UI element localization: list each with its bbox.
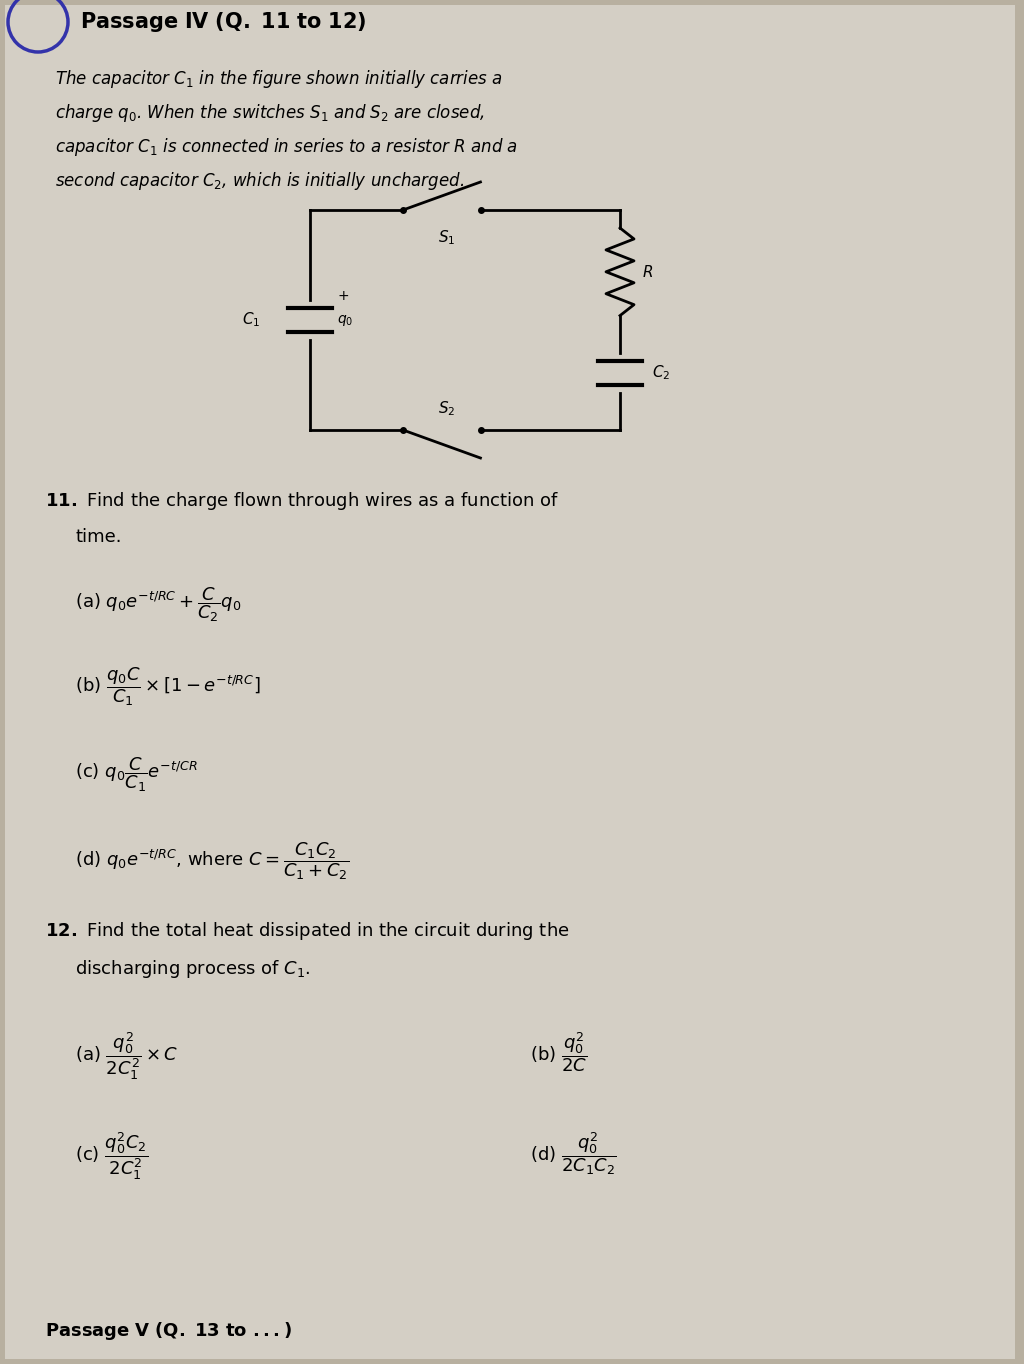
Text: The capacitor $C_1$ in the figure shown initially carries a: The capacitor $C_1$ in the figure shown … — [55, 68, 503, 90]
Text: $R$: $R$ — [642, 263, 653, 280]
Text: discharging process of $C_1$.: discharging process of $C_1$. — [75, 958, 310, 979]
Text: $S_1$: $S_1$ — [438, 228, 456, 247]
Text: (b) $\dfrac{q_0^2}{2C}$: (b) $\dfrac{q_0^2}{2C}$ — [530, 1030, 587, 1073]
Text: second capacitor $C_2$, which is initially uncharged.: second capacitor $C_2$, which is initial… — [55, 170, 464, 192]
Text: (d) $\dfrac{q_0^2}{2C_1C_2}$: (d) $\dfrac{q_0^2}{2C_1C_2}$ — [530, 1129, 616, 1177]
Text: (b) $\dfrac{q_0C}{C_1} \times [1 - e^{-t/RC}]$: (b) $\dfrac{q_0C}{C_1} \times [1 - e^{-t… — [75, 666, 260, 708]
Text: $\mathbf{Passage\ V\ (Q.\ 13\ to\ ...)}$: $\mathbf{Passage\ V\ (Q.\ 13\ to\ ...)}$ — [45, 1320, 292, 1342]
FancyBboxPatch shape — [5, 5, 1015, 1359]
Text: $\mathbf{11.}$ Find the charge flown through wires as a function of: $\mathbf{11.}$ Find the charge flown thr… — [45, 490, 559, 512]
Text: $q_0$: $q_0$ — [337, 312, 353, 327]
Text: capacitor $C_1$ is connected in series to a resistor $R$ and a: capacitor $C_1$ is connected in series t… — [55, 136, 518, 158]
Text: $C_2$: $C_2$ — [652, 363, 671, 382]
Text: $\mathbf{12.}$ Find the total heat dissipated in the circuit during the: $\mathbf{12.}$ Find the total heat dissi… — [45, 919, 569, 943]
Text: (a) $q_0e^{-t/RC} + \dfrac{C}{C_2}q_0$: (a) $q_0e^{-t/RC} + \dfrac{C}{C_2}q_0$ — [75, 585, 242, 623]
Text: (c) $\dfrac{q_0^2C_2}{2C_1^2}$: (c) $\dfrac{q_0^2C_2}{2C_1^2}$ — [75, 1129, 148, 1181]
Text: $\mathbf{Passage\ IV\ (Q.\ 11\ to\ 12)}$: $\mathbf{Passage\ IV\ (Q.\ 11\ to\ 12)}$ — [80, 10, 367, 34]
Text: (a) $\dfrac{q_0^2}{2C_1^2} \times C$: (a) $\dfrac{q_0^2}{2C_1^2} \times C$ — [75, 1030, 178, 1082]
Text: $S_2$: $S_2$ — [438, 400, 456, 417]
Text: $C_1$: $C_1$ — [242, 311, 260, 329]
Text: time.: time. — [75, 528, 122, 546]
Text: (c) $q_0\dfrac{C}{C_1}e^{-t/CR}$: (c) $q_0\dfrac{C}{C_1}e^{-t/CR}$ — [75, 756, 198, 794]
Text: $+$: $+$ — [337, 289, 349, 303]
Text: charge $q_0$. When the switches $S_1$ and $S_2$ are closed,: charge $q_0$. When the switches $S_1$ an… — [55, 102, 484, 124]
Text: (d) $q_0e^{-t/RC}$, where $C = \dfrac{C_1C_2}{C_1 + C_2}$: (d) $q_0e^{-t/RC}$, where $C = \dfrac{C_… — [75, 840, 349, 881]
